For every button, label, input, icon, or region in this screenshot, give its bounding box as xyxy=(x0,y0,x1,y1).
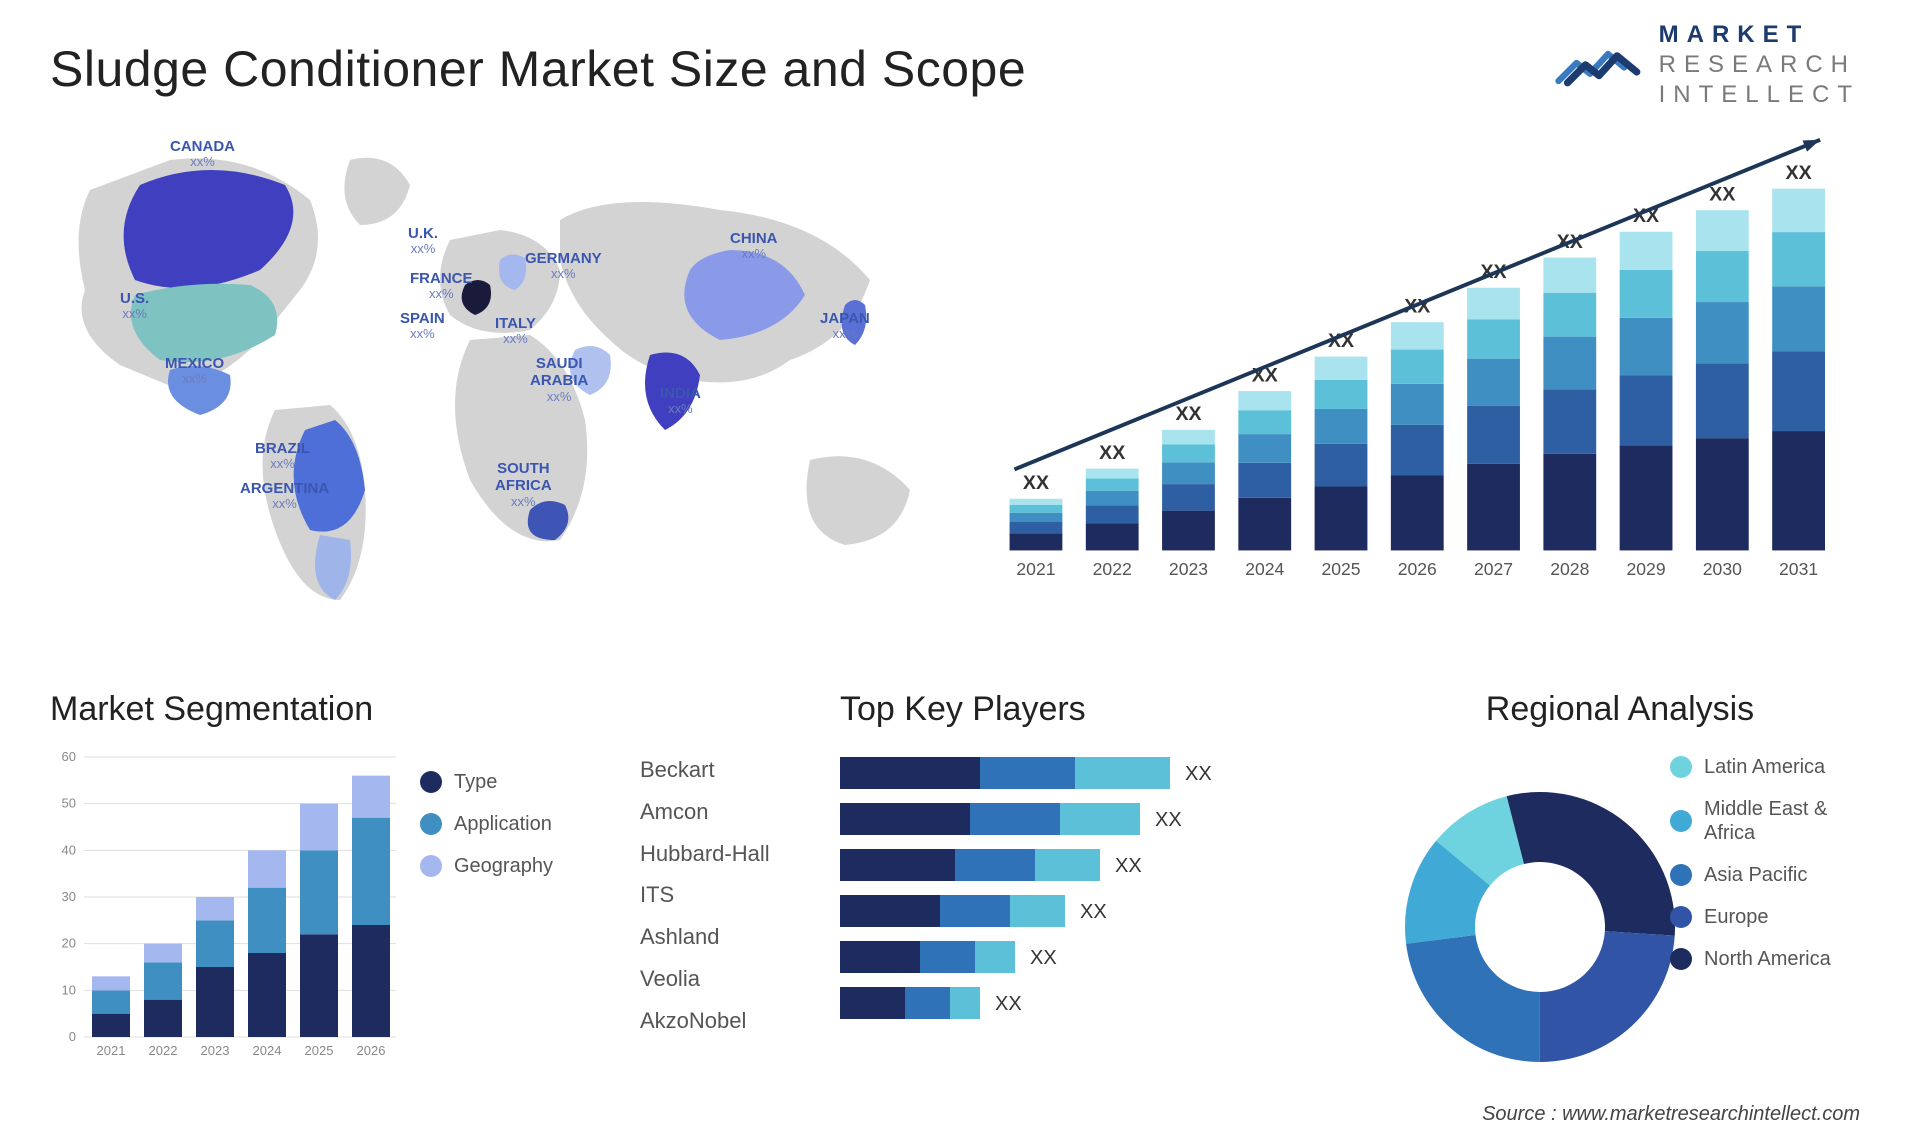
segmentation-chart: 0 10 20 30 40 50 60 2021 2022 2023 2024 2025 2026 xyxy=(50,747,410,1067)
svg-text:0: 0 xyxy=(69,1029,76,1044)
svg-text:30: 30 xyxy=(62,889,76,904)
svg-text:2028: 2028 xyxy=(1550,559,1589,579)
legend-item: Latin America xyxy=(1670,755,1870,779)
svg-text:XX: XX xyxy=(1786,162,1812,184)
svg-text:2023: 2023 xyxy=(1169,559,1208,579)
infographic-page: Sludge Conditioner Market Size and Scope… xyxy=(0,0,1920,1146)
player-name: AkzoNobel xyxy=(640,1000,840,1042)
logo-text: MARKET RESEARCH INTELLECT xyxy=(1659,20,1860,110)
player-name: Ashland xyxy=(640,916,840,958)
players-list: BeckartAmconHubbard-HallITSAshlandVeolia… xyxy=(640,747,840,1057)
player-name: Hubbard-Hall xyxy=(640,833,840,875)
svg-text:2029: 2029 xyxy=(1627,559,1666,579)
growth-chart-panel: XX2021XX2022XX2023XX2024XX2025XX2026XX20… xyxy=(990,130,1870,660)
svg-text:2024: 2024 xyxy=(1245,559,1284,579)
brand-logo: MARKET RESEARCH INTELLECT xyxy=(1554,20,1860,110)
svg-text:XX: XX xyxy=(1099,442,1125,464)
player-name: Beckart xyxy=(640,749,840,791)
players-card: Top Key Players BeckartAmconHubbard-Hall… xyxy=(640,690,1340,1090)
upper-row: CANADAxx%U.S.xx%MEXICOxx%BRAZILxx%ARGENT… xyxy=(50,130,1870,660)
svg-text:XX: XX xyxy=(1023,472,1049,494)
svg-text:20: 20 xyxy=(62,936,76,951)
svg-text:2025: 2025 xyxy=(305,1043,334,1058)
svg-text:50: 50 xyxy=(62,796,76,811)
regional-donut-chart xyxy=(1370,747,1720,1087)
svg-text:2030: 2030 xyxy=(1703,559,1742,579)
svg-text:2021: 2021 xyxy=(97,1043,126,1058)
growth-chart: XX2021XX2022XX2023XX2024XX2025XX2026XX20… xyxy=(990,130,1870,619)
legend-item: Europe xyxy=(1670,905,1870,929)
regional-title: Regional Analysis xyxy=(1370,690,1870,729)
svg-text:XX: XX xyxy=(1709,183,1735,205)
svg-text:2031: 2031 xyxy=(1779,559,1818,579)
svg-text:40: 40 xyxy=(62,842,76,857)
player-name: Amcon xyxy=(640,791,840,833)
svg-text:60: 60 xyxy=(62,749,76,764)
legend-item: Middle East & Africa xyxy=(1670,797,1870,845)
legend-item: Type xyxy=(420,770,553,794)
world-map xyxy=(50,130,950,650)
segmentation-card: Market Segmentation 0 10 20 30 40 50 60 2021 202… xyxy=(50,690,610,1090)
players-title: Top Key Players xyxy=(840,690,1340,729)
player-name: Veolia xyxy=(640,958,840,1000)
legend-item: Application xyxy=(420,812,553,836)
svg-text:2025: 2025 xyxy=(1321,559,1360,579)
svg-text:2022: 2022 xyxy=(149,1043,178,1058)
segmentation-title: Market Segmentation xyxy=(50,690,610,729)
svg-text:2026: 2026 xyxy=(1398,559,1437,579)
player-name: ITS xyxy=(640,874,840,916)
svg-text:2022: 2022 xyxy=(1093,559,1132,579)
lower-row: Market Segmentation 0 10 20 30 40 50 60 2021 202… xyxy=(50,690,1870,1090)
svg-text:XX: XX xyxy=(1030,947,1057,969)
svg-text:XX: XX xyxy=(1155,809,1182,831)
svg-text:XX: XX xyxy=(1175,403,1201,425)
regional-legend: Latin America Middle East & Africa Asia Pa… xyxy=(1670,755,1870,989)
svg-text:2026: 2026 xyxy=(357,1043,386,1058)
source-attribution: Source : www.marketresearchintellect.com xyxy=(1482,1103,1860,1126)
legend-item: Asia Pacific xyxy=(1670,863,1870,887)
world-map-panel: CANADAxx%U.S.xx%MEXICOxx%BRAZILxx%ARGENT… xyxy=(50,130,950,660)
svg-text:XX: XX xyxy=(1185,763,1212,785)
svg-text:2021: 2021 xyxy=(1016,559,1055,579)
svg-text:XX: XX xyxy=(1115,855,1142,877)
players-bar-chart: XX XX XX XX XX XX xyxy=(840,747,1320,1057)
logo-mark-icon xyxy=(1554,33,1644,98)
svg-text:2024: 2024 xyxy=(253,1043,282,1058)
segmentation-legend: Type Application Geography xyxy=(420,770,553,896)
svg-text:2027: 2027 xyxy=(1474,559,1513,579)
svg-text:XX: XX xyxy=(1080,901,1107,923)
regional-card: Regional Analysis Latin America Middle Ea… xyxy=(1370,690,1870,1090)
svg-text:10: 10 xyxy=(62,982,76,997)
legend-item: Geography xyxy=(420,854,553,878)
legend-item: North America xyxy=(1670,947,1870,971)
svg-text:2023: 2023 xyxy=(201,1043,230,1058)
svg-text:XX: XX xyxy=(995,993,1022,1015)
